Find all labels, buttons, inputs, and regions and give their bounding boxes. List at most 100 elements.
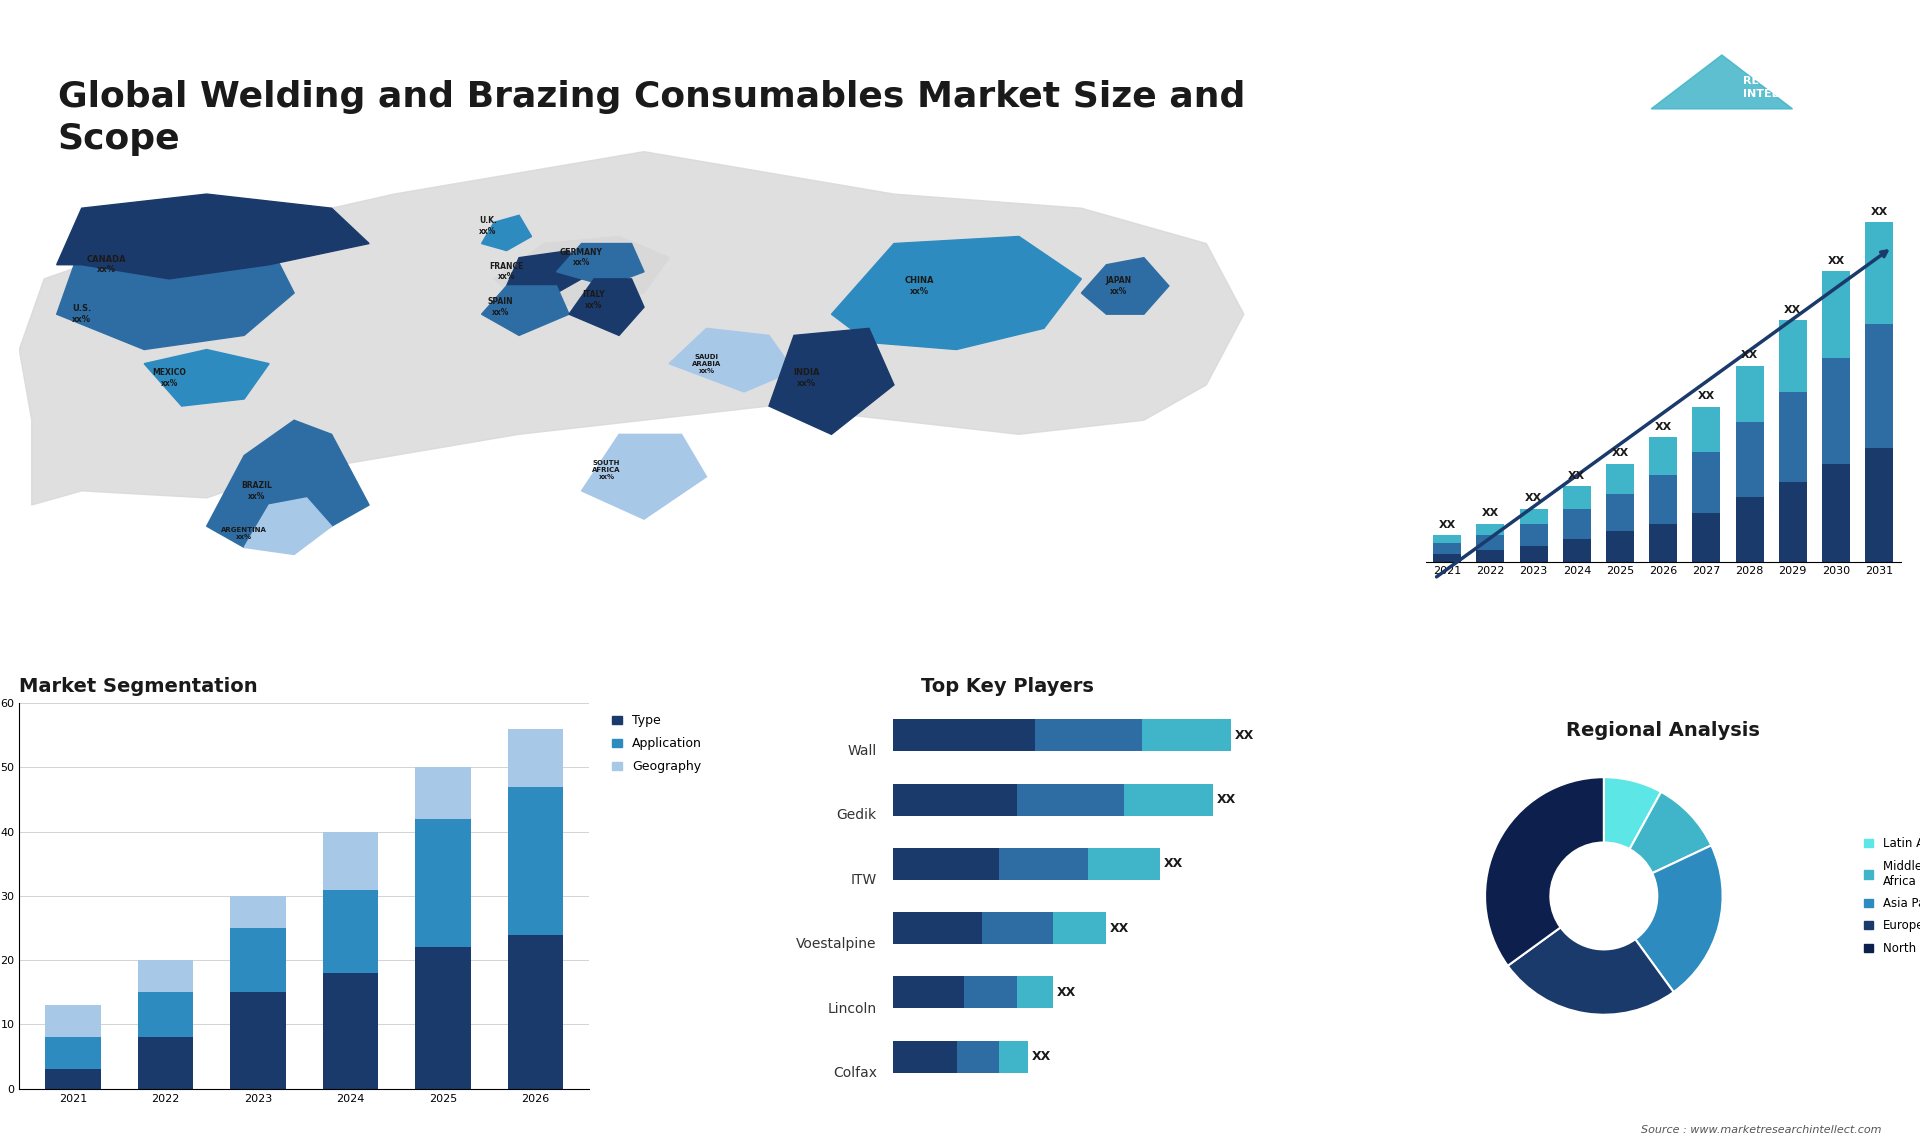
Bar xyxy=(1519,524,1548,547)
Text: CHINA
xx%: CHINA xx% xyxy=(904,276,933,296)
Bar xyxy=(138,1037,194,1089)
Bar xyxy=(1822,358,1851,463)
Polygon shape xyxy=(507,251,582,300)
Bar xyxy=(323,973,378,1089)
Legend: Latin America, Middle East &
Africa, Asia Pacific, Europe, North America: Latin America, Middle East & Africa, Asi… xyxy=(1859,832,1920,959)
Text: MARKET
RESEARCH
INTELLECT: MARKET RESEARCH INTELLECT xyxy=(1743,63,1811,100)
Bar xyxy=(1605,463,1634,494)
Wedge shape xyxy=(1507,927,1674,1014)
Polygon shape xyxy=(58,194,369,278)
Bar xyxy=(1864,324,1893,448)
Text: XX: XX xyxy=(1870,206,1887,217)
Text: Global Welding and Brazing Consumables Market Size and
Scope: Global Welding and Brazing Consumables M… xyxy=(58,80,1244,156)
Bar xyxy=(1778,321,1807,392)
Bar xyxy=(415,768,470,819)
Text: XX: XX xyxy=(1655,422,1672,432)
Bar xyxy=(1563,486,1592,509)
Bar xyxy=(1649,437,1678,474)
Text: ITW: ITW xyxy=(851,873,877,887)
Bar xyxy=(1519,509,1548,524)
Text: Colfax: Colfax xyxy=(833,1066,877,1081)
Bar xyxy=(323,832,378,889)
Polygon shape xyxy=(144,350,269,406)
Text: INDIA
xx%: INDIA xx% xyxy=(793,368,820,387)
Bar xyxy=(1736,422,1764,497)
Text: SPAIN
xx%: SPAIN xx% xyxy=(488,298,513,316)
Bar xyxy=(1476,524,1505,535)
Bar xyxy=(1519,547,1548,562)
Polygon shape xyxy=(493,236,668,307)
Bar xyxy=(509,934,563,1089)
Bar xyxy=(230,896,286,928)
Bar xyxy=(1432,535,1461,543)
Bar xyxy=(1822,463,1851,562)
Text: BRAZIL
xx%: BRAZIL xx% xyxy=(242,481,273,501)
Bar xyxy=(509,729,563,787)
Text: XX: XX xyxy=(1482,508,1500,518)
Bar xyxy=(1736,366,1764,422)
Text: XX: XX xyxy=(1569,471,1586,480)
Wedge shape xyxy=(1603,777,1661,849)
Text: XX: XX xyxy=(1741,350,1759,360)
Text: XX: XX xyxy=(1438,519,1455,529)
Text: GERMANY
xx%: GERMANY xx% xyxy=(561,248,603,267)
Bar xyxy=(1563,539,1592,562)
Title: Regional Analysis: Regional Analysis xyxy=(1567,721,1761,740)
Text: Voestalpine: Voestalpine xyxy=(797,937,877,951)
Text: FRANCE
xx%: FRANCE xx% xyxy=(490,262,524,282)
Text: XX: XX xyxy=(1697,392,1715,401)
Bar xyxy=(138,992,194,1037)
Text: Wall: Wall xyxy=(847,744,877,758)
Bar xyxy=(230,992,286,1089)
Bar xyxy=(230,928,286,992)
Bar xyxy=(1692,407,1720,453)
Bar xyxy=(415,948,470,1089)
Text: U.K.
xx%: U.K. xx% xyxy=(478,217,497,236)
Polygon shape xyxy=(244,499,332,555)
Polygon shape xyxy=(582,434,707,519)
Legend: Type, Application, Geography: Type, Application, Geography xyxy=(607,709,707,778)
Polygon shape xyxy=(1590,52,1732,109)
Polygon shape xyxy=(1651,55,1793,109)
Text: SOUTH
AFRICA
xx%: SOUTH AFRICA xx% xyxy=(591,460,620,480)
Bar xyxy=(1649,474,1678,524)
Bar xyxy=(138,960,194,992)
Polygon shape xyxy=(19,151,1244,505)
Wedge shape xyxy=(1484,777,1603,966)
Text: Gedik: Gedik xyxy=(837,808,877,823)
Text: XX: XX xyxy=(1784,305,1801,315)
Bar xyxy=(1432,554,1461,562)
Polygon shape xyxy=(831,236,1081,350)
Text: XX: XX xyxy=(1524,493,1542,503)
Bar xyxy=(1778,392,1807,482)
Bar xyxy=(1605,494,1634,532)
Bar xyxy=(1563,509,1592,539)
Bar xyxy=(1864,222,1893,324)
Text: JAPAN
xx%: JAPAN xx% xyxy=(1106,276,1133,296)
Polygon shape xyxy=(482,215,532,251)
Bar xyxy=(44,1037,100,1069)
Polygon shape xyxy=(568,278,643,336)
Polygon shape xyxy=(1081,258,1169,314)
Polygon shape xyxy=(557,244,643,286)
Polygon shape xyxy=(58,222,294,350)
Polygon shape xyxy=(207,421,369,548)
Bar xyxy=(1864,448,1893,562)
Text: MEXICO
xx%: MEXICO xx% xyxy=(152,368,186,387)
Bar xyxy=(323,889,378,973)
Bar xyxy=(44,1069,100,1089)
Bar xyxy=(1736,497,1764,562)
Polygon shape xyxy=(668,329,795,392)
Bar xyxy=(1432,543,1461,554)
Text: ARGENTINA
xx%: ARGENTINA xx% xyxy=(221,527,267,540)
Bar xyxy=(1822,272,1851,358)
Wedge shape xyxy=(1636,846,1722,992)
Text: Source : www.marketresearchintellect.com: Source : www.marketresearchintellect.com xyxy=(1642,1124,1882,1135)
Text: U.S.
xx%: U.S. xx% xyxy=(73,305,92,324)
Bar xyxy=(415,819,470,948)
Wedge shape xyxy=(1630,792,1711,873)
Text: SAUDI
ARABIA
xx%: SAUDI ARABIA xx% xyxy=(691,354,722,374)
Text: Lincoln: Lincoln xyxy=(828,1002,877,1015)
Text: Market Segmentation: Market Segmentation xyxy=(19,677,257,696)
Bar xyxy=(1778,482,1807,562)
